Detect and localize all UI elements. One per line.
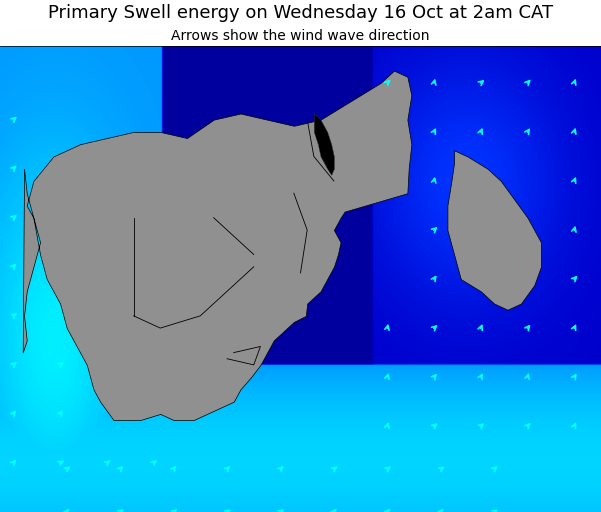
Text: Primary Swell energy on Wednesday 16 Oct at 2am CAT: Primary Swell energy on Wednesday 16 Oct… — [48, 4, 553, 22]
Text: Arrows show the wind wave direction: Arrows show the wind wave direction — [171, 29, 430, 43]
